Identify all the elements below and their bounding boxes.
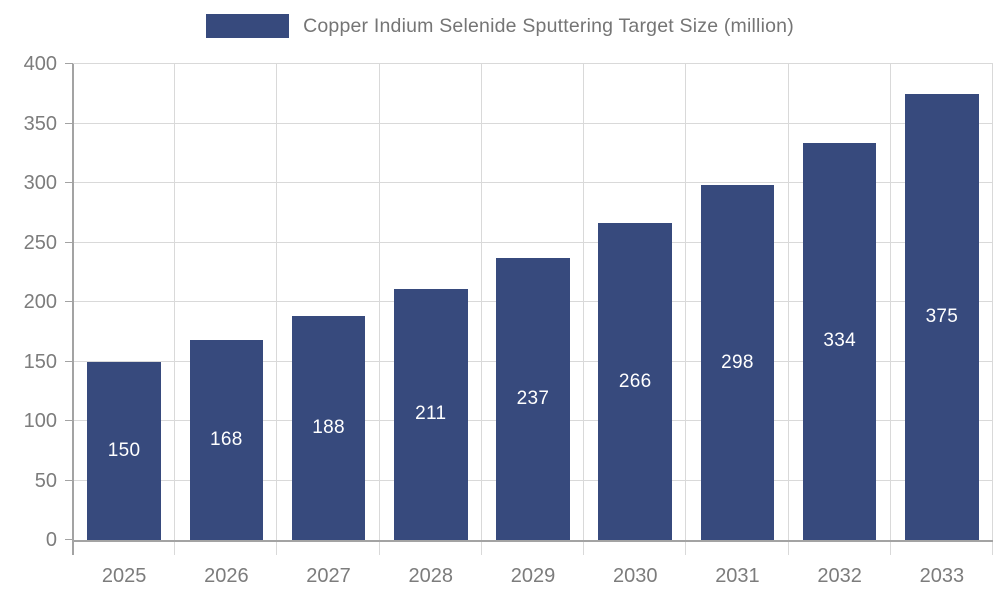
v-gridline <box>788 64 789 540</box>
bar: 237 <box>496 257 570 540</box>
bar-value-label: 150 <box>107 439 141 461</box>
bar: 334 <box>802 142 877 540</box>
x-tick-label: 2033 <box>919 565 965 587</box>
y-tick-mark <box>65 182 73 183</box>
v-gridline <box>379 64 380 540</box>
bar: 168 <box>189 340 264 540</box>
y-tick-mark <box>65 63 73 64</box>
v-gridline <box>992 64 993 540</box>
v-gridline <box>583 64 584 540</box>
x-tick-mark <box>890 540 891 555</box>
y-tick-mark <box>65 241 73 243</box>
v-gridline <box>890 64 891 540</box>
bar-value-label: 375 <box>925 305 959 327</box>
y-tick-mark <box>65 122 73 124</box>
x-axis-line <box>72 540 993 542</box>
bar-value-label: 266 <box>618 370 652 392</box>
legend-label: Copper Indium Selenide Sputtering Target… <box>303 14 794 37</box>
y-tick-label: 100 <box>23 410 57 432</box>
y-tick-mark <box>65 479 73 481</box>
x-tick-mark <box>788 540 789 555</box>
v-gridline <box>481 64 482 540</box>
x-tick-mark <box>685 540 686 555</box>
legend: Copper Indium Selenide Sputtering Target… <box>0 14 1000 38</box>
y-tick-mark <box>65 539 73 540</box>
y-tick-label: 200 <box>23 291 57 313</box>
y-axis-line <box>72 64 74 555</box>
x-tick-label: 2029 <box>510 565 556 587</box>
bar: 375 <box>905 93 979 540</box>
y-tick-label: 50 <box>34 469 57 492</box>
x-tick-mark <box>174 540 175 555</box>
h-gridline <box>73 182 993 183</box>
x-tick-label: 2030 <box>612 565 658 587</box>
x-tick-mark <box>992 540 993 555</box>
bar: 211 <box>393 288 468 540</box>
bar-value-label: 334 <box>823 330 856 352</box>
bar-value-label: 168 <box>210 429 243 451</box>
y-tick-label: 250 <box>23 231 57 254</box>
v-gridline <box>276 64 277 540</box>
y-tick-label: 400 <box>23 53 57 75</box>
x-tick-label: 2032 <box>817 565 862 587</box>
legend-swatch <box>206 14 290 38</box>
y-tick-mark <box>65 360 73 362</box>
bar: 298 <box>700 185 775 540</box>
x-tick-label: 2028 <box>408 565 454 587</box>
x-tick-label: 2026 <box>204 565 249 587</box>
bar-value-label: 237 <box>516 387 550 409</box>
y-tick-mark <box>65 420 73 421</box>
y-tick-label: 0 <box>45 529 57 551</box>
bar-value-label: 188 <box>312 417 345 439</box>
x-tick-label: 2025 <box>101 565 147 587</box>
x-tick-mark <box>583 540 584 555</box>
bar: 188 <box>291 316 366 540</box>
y-tick-label: 350 <box>23 112 57 135</box>
v-gridline <box>685 64 686 540</box>
x-tick-mark <box>379 540 380 555</box>
v-gridline <box>174 64 175 540</box>
y-tick-mark <box>65 301 73 302</box>
bar: 266 <box>598 223 673 540</box>
h-gridline <box>73 63 993 64</box>
h-gridline <box>73 122 993 124</box>
x-tick-label: 2027 <box>306 565 351 587</box>
y-tick-label: 150 <box>23 350 57 373</box>
x-tick-mark <box>276 540 277 555</box>
x-tick-mark <box>481 540 482 555</box>
h-gridline <box>73 241 993 243</box>
bar: 150 <box>87 361 161 540</box>
bar-value-label: 298 <box>721 351 754 373</box>
y-tick-label: 300 <box>23 172 57 194</box>
bar-value-label: 211 <box>415 403 447 425</box>
x-tick-label: 2031 <box>715 565 760 587</box>
